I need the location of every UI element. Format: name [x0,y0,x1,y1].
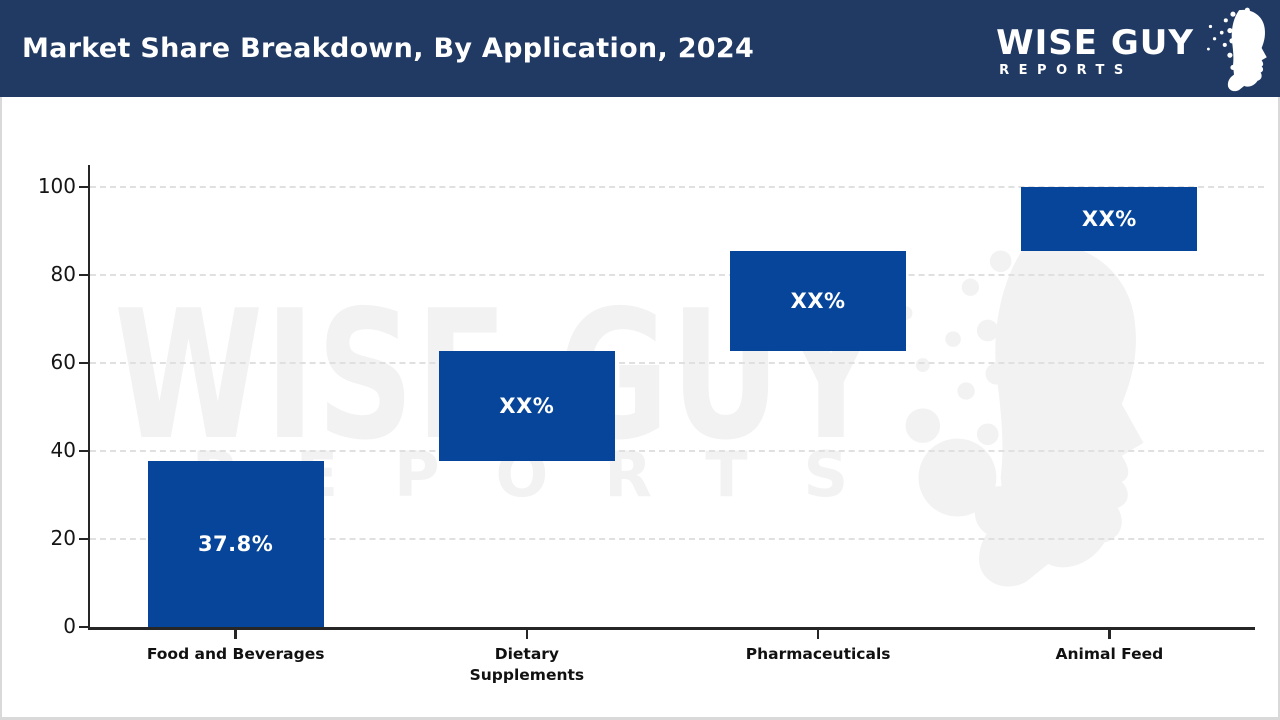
y-tick-label: 60 [50,350,76,374]
brand-name: WISE GUY [996,22,1194,63]
y-tick-mark [79,273,88,277]
bar-value-label: XX% [499,393,555,418]
x-category-label: Animal Feed [1055,645,1164,663]
head-profile-icon [1206,7,1267,92]
bar-value-label: XX% [1081,207,1137,232]
x-tick-mark [234,630,237,639]
y-tick-mark [79,625,88,629]
y-tick-label: 100 [37,174,76,198]
y-tick-mark [79,449,88,453]
waterfall-bar: XX% [438,351,615,461]
brand-subname: REPORTS [999,62,1133,78]
x-axis-line [87,627,1255,630]
brand-logo-text: WISE GUY REPORTS [996,25,1194,78]
y-gridline [90,362,1264,364]
y-gridline [90,450,1264,452]
bar-value-label: 37.8% [197,531,274,556]
waterfall-bar: XX% [1021,187,1198,252]
x-category-label: Pharmaceuticals [745,645,891,663]
y-tick-label: 0 [63,614,76,638]
y-gridline [90,538,1264,540]
y-tick-mark [79,537,88,541]
x-tick-mark [1108,630,1111,639]
y-tick-label: 40 [50,438,76,462]
y-tick-label: 20 [50,526,76,550]
watermark-head-icon [898,233,1144,587]
page-title: Market Share Breakdown, By Application, … [22,33,755,64]
y-gridline [90,186,1264,188]
y-tick-label: 80 [50,262,76,286]
y-axis-line [87,165,90,630]
x-category-label: Dietary Supplements [469,645,585,684]
header-bar: Market Share Breakdown, By Application, … [0,0,1280,97]
y-tick-mark [79,361,88,365]
brand-logo: WISE GUY REPORTS [996,4,1272,92]
waterfall-bar: 37.8% [147,460,324,627]
y-gridline [90,274,1264,276]
x-tick-mark [816,630,820,639]
waterfall-bar: XX% [730,251,907,352]
bar-value-label: XX% [790,289,846,314]
x-category-label: Food and Beverages [146,645,325,663]
x-tick-mark [525,630,529,639]
y-tick-mark [79,185,88,189]
